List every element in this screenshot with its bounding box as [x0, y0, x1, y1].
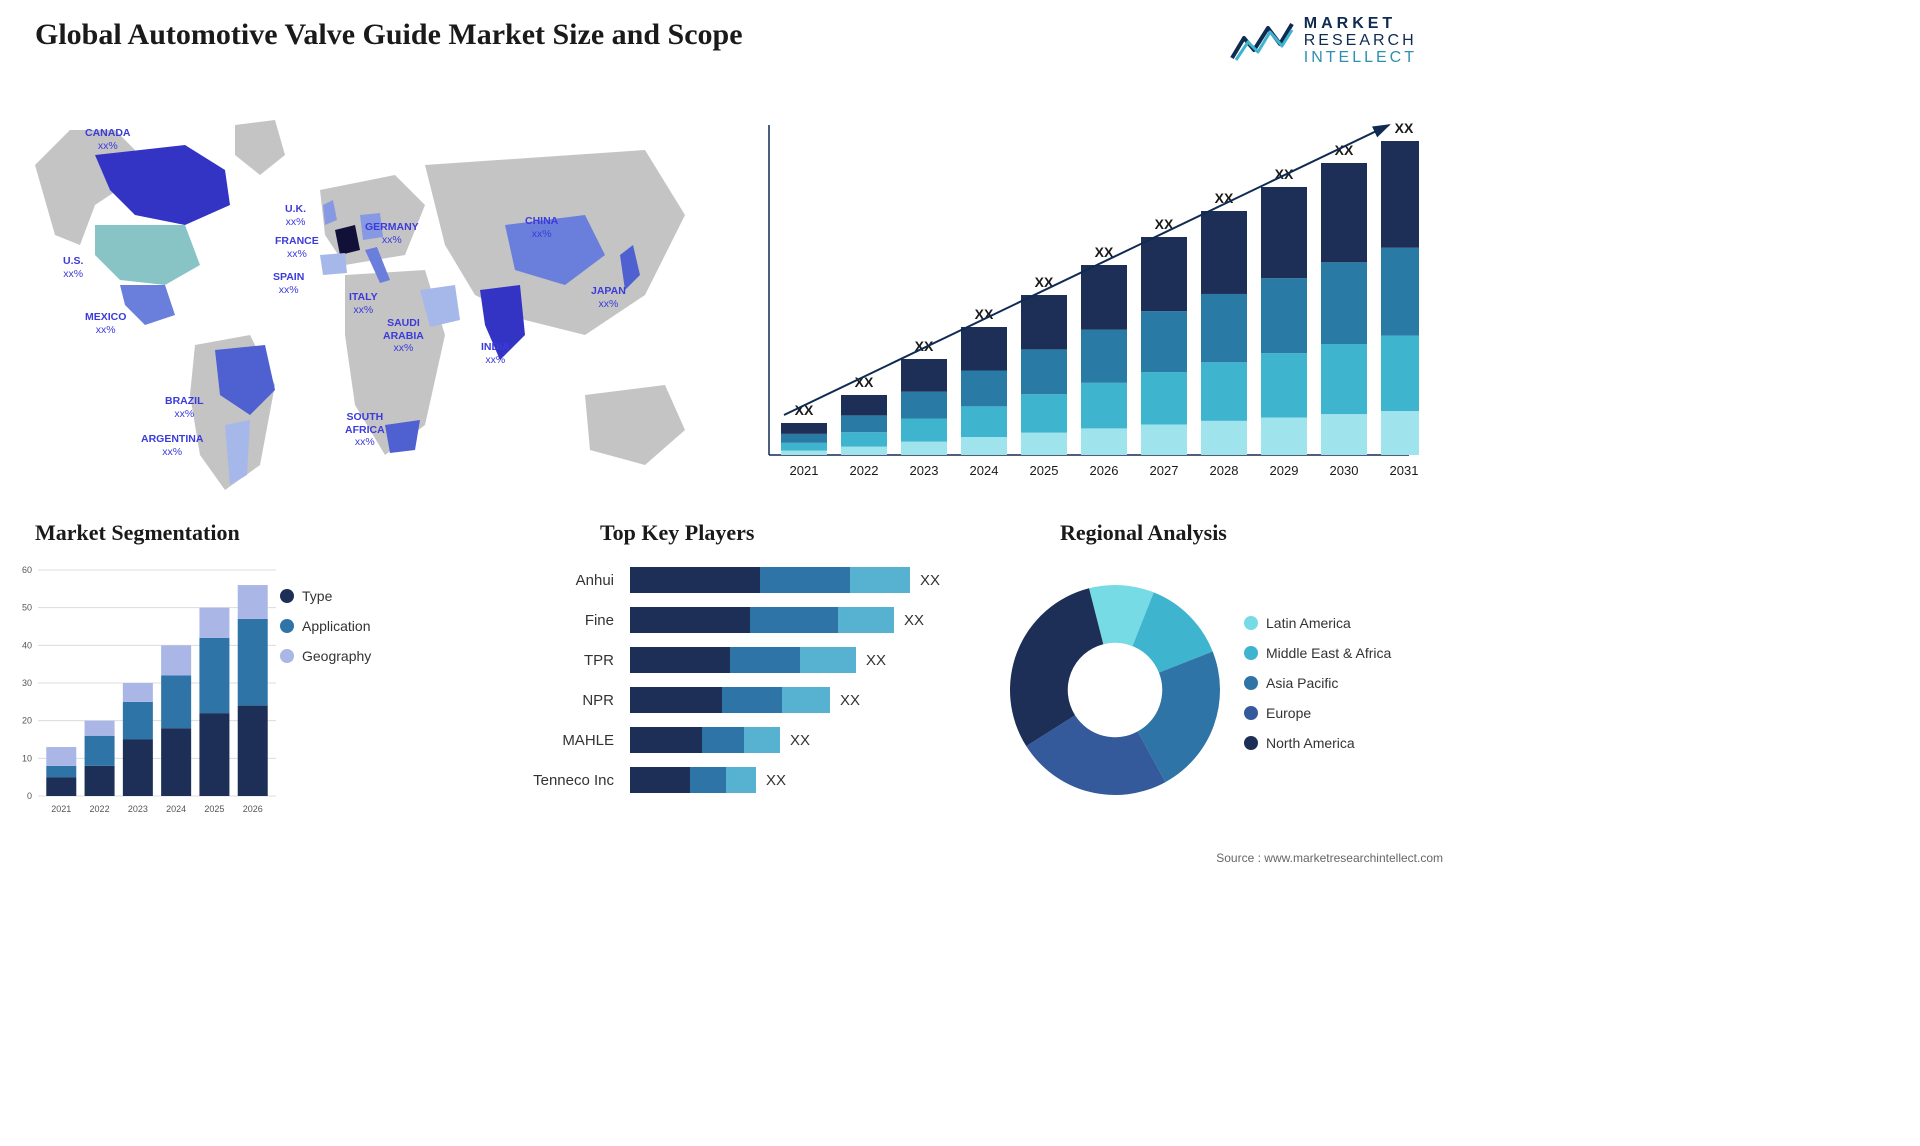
map-label-japan: JAPANxx% [591, 285, 626, 310]
svg-text:60: 60 [22, 565, 32, 575]
map-label-germany: GERMANYxx% [365, 221, 419, 246]
svg-text:2021: 2021 [51, 804, 71, 814]
keyplayers-chart: AnhuiXXFineXXTPRXXNPRXXMAHLEXXTenneco In… [460, 560, 980, 820]
map-label-southafrica: SOUTHAFRICAxx% [345, 411, 385, 449]
svg-text:2026: 2026 [243, 804, 263, 814]
keyplayer-row: Tenneco Inc XX [460, 760, 980, 800]
svg-text:2025: 2025 [1030, 463, 1059, 478]
logo-text-3: INTELLECT [1304, 50, 1417, 67]
svg-text:40: 40 [22, 640, 32, 650]
svg-text:2027: 2027 [1150, 463, 1179, 478]
regional-legend-item: Europe [1244, 705, 1430, 721]
regional-legend-item: Latin America [1244, 615, 1430, 631]
svg-text:0: 0 [27, 791, 32, 801]
map-label-spain: SPAINxx% [273, 271, 304, 296]
svg-text:30: 30 [22, 678, 32, 688]
svg-text:50: 50 [22, 603, 32, 613]
keyplayer-row: MAHLE XX [460, 720, 980, 760]
map-label-saudiarabia: SAUDIARABIAxx% [383, 317, 424, 355]
regional-chart: Latin America Middle East & Africa Asia Pa… [1000, 560, 1430, 820]
keyplayer-value: XX [866, 652, 886, 669]
keyplayer-row: Anhui XX [460, 560, 980, 600]
logo-icon [1230, 20, 1294, 62]
svg-text:2022: 2022 [850, 463, 879, 478]
keyplayers-title: Top Key Players [600, 520, 754, 546]
map-label-mexico: MEXICOxx% [85, 311, 126, 336]
main-bar-chart: XX2021XX2022XX2023XX2024XX2025XX2026XX20… [739, 95, 1419, 495]
segmentation-legend-item: Application [280, 618, 410, 634]
source-text: Source : www.marketresearchintellect.com [1216, 851, 1443, 865]
keyplayer-row: Fine XX [460, 600, 980, 640]
svg-text:XX: XX [1275, 166, 1294, 182]
svg-text:2031: 2031 [1390, 463, 1419, 478]
svg-text:2023: 2023 [910, 463, 939, 478]
segmentation-legend-item: Type [280, 588, 410, 604]
keyplayer-label: Tenneco Inc [460, 772, 630, 789]
segmentation-legend-item: Geography [280, 648, 410, 664]
keyplayer-label: MAHLE [460, 732, 630, 749]
map-label-brazil: BRAZILxx% [165, 395, 204, 420]
map-label-argentina: ARGENTINAxx% [141, 433, 203, 458]
map-label-china: CHINAxx% [525, 215, 558, 240]
keyplayer-row: TPR XX [460, 640, 980, 680]
segmentation-chart: 0 10 20 30 40 50 60 2021 2022 2023 2024 2025 2026 Ty… [10, 560, 420, 830]
svg-text:2023: 2023 [128, 804, 148, 814]
regional-legend-item: Asia Pacific [1244, 675, 1430, 691]
regional-title: Regional Analysis [1060, 520, 1227, 546]
svg-text:2022: 2022 [90, 804, 110, 814]
map-label-canada: CANADAxx% [85, 127, 131, 152]
map-label-us: U.S.xx% [63, 255, 83, 280]
svg-text:2021: 2021 [790, 463, 819, 478]
svg-text:20: 20 [22, 716, 32, 726]
regional-legend-item: Middle East & Africa [1244, 645, 1430, 661]
keyplayer-label: TPR [460, 652, 630, 669]
regional-legend-item: North America [1244, 735, 1430, 751]
svg-text:XX: XX [1395, 120, 1414, 136]
map-label-france: FRANCExx% [275, 235, 319, 260]
keyplayer-label: NPR [460, 692, 630, 709]
world-map: CANADAxx% U.S.xx% MEXICOxx% BRAZILxx% ARGENT… [25, 95, 715, 515]
keyplayer-value: XX [904, 612, 924, 629]
keyplayer-value: XX [840, 692, 860, 709]
svg-text:10: 10 [22, 753, 32, 763]
svg-text:2026: 2026 [1090, 463, 1119, 478]
svg-text:2024: 2024 [970, 463, 999, 478]
keyplayer-value: XX [920, 572, 940, 589]
svg-text:2028: 2028 [1210, 463, 1239, 478]
segmentation-title: Market Segmentation [35, 520, 240, 546]
keyplayer-label: Fine [460, 612, 630, 629]
page-title: Global Automotive Valve Guide Market Siz… [35, 18, 743, 52]
map-label-uk: U.K.xx% [285, 203, 306, 228]
keyplayer-label: Anhui [460, 572, 630, 589]
svg-text:2029: 2029 [1270, 463, 1299, 478]
keyplayer-value: XX [766, 772, 786, 789]
svg-text:2030: 2030 [1330, 463, 1359, 478]
logo-text-1: MARKET [1304, 16, 1417, 33]
map-label-india: INDIAxx% [481, 341, 510, 366]
brand-logo: MARKET RESEARCH INTELLECT [1230, 16, 1417, 66]
keyplayer-value: XX [790, 732, 810, 749]
svg-text:2024: 2024 [166, 804, 186, 814]
map-label-italy: ITALYxx% [349, 291, 378, 316]
logo-text-2: RESEARCH [1304, 33, 1417, 50]
svg-text:2025: 2025 [204, 804, 224, 814]
keyplayer-row: NPR XX [460, 680, 980, 720]
